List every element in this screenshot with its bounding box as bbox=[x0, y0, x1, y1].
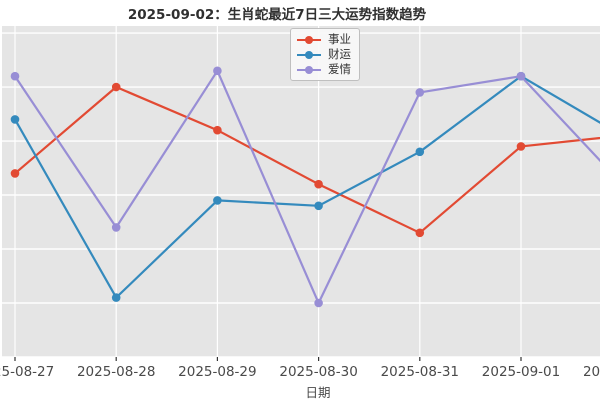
x-tick-label: 2025-08-31 bbox=[380, 364, 460, 380]
data-point-love bbox=[111, 223, 121, 232]
legend-item-career: 事业 bbox=[297, 32, 351, 47]
plot-area bbox=[2, 26, 600, 357]
legend-line-marker-icon bbox=[297, 65, 321, 75]
data-point-love bbox=[10, 71, 20, 81]
series-line-love bbox=[13, 69, 600, 305]
data-point-wealth bbox=[213, 196, 222, 205]
data-point-wealth bbox=[415, 147, 425, 157]
legend-item-wealth: 财运 bbox=[297, 47, 351, 62]
data-point-career bbox=[516, 142, 526, 151]
data-point-career bbox=[415, 228, 425, 238]
x-tick-label: 2025-08-28 bbox=[76, 364, 156, 380]
chart-title: 2025-09-02：生肖蛇最近7日三大运势指数趋势 bbox=[127, 7, 427, 23]
data-point-career bbox=[314, 179, 323, 189]
legend-item-love: 爱情 bbox=[297, 62, 351, 77]
series-line-wealth bbox=[13, 75, 600, 299]
data-point-wealth bbox=[10, 115, 20, 124]
data-point-career bbox=[111, 82, 121, 92]
data-point-wealth bbox=[111, 293, 121, 302]
legend: 事业 财运 爱情 bbox=[290, 28, 360, 81]
x-tick-label: 2025-09-02 bbox=[582, 364, 600, 380]
x-tick-label: 2025-08-27 bbox=[0, 364, 55, 380]
data-point-love bbox=[516, 71, 526, 81]
data-point-love bbox=[213, 66, 222, 76]
data-point-love bbox=[314, 298, 323, 308]
x-axis-label: 日期 bbox=[305, 385, 331, 400]
series-line-career bbox=[13, 85, 600, 234]
legend-label: 爱情 bbox=[328, 62, 351, 76]
legend-label: 事业 bbox=[328, 32, 351, 46]
legend-label: 财运 bbox=[328, 47, 351, 61]
data-point-wealth bbox=[314, 201, 323, 211]
data-point-career bbox=[10, 169, 20, 178]
x-tick-label: 2025-08-29 bbox=[178, 364, 257, 380]
data-point-career bbox=[213, 125, 222, 135]
x-tick-label: 2025-08-30 bbox=[279, 364, 358, 380]
legend-line-marker-icon bbox=[297, 50, 321, 60]
x-tick-label: 2025-09-01 bbox=[481, 364, 561, 380]
data-point-love bbox=[415, 88, 425, 97]
legend-line-marker-icon bbox=[297, 35, 321, 45]
